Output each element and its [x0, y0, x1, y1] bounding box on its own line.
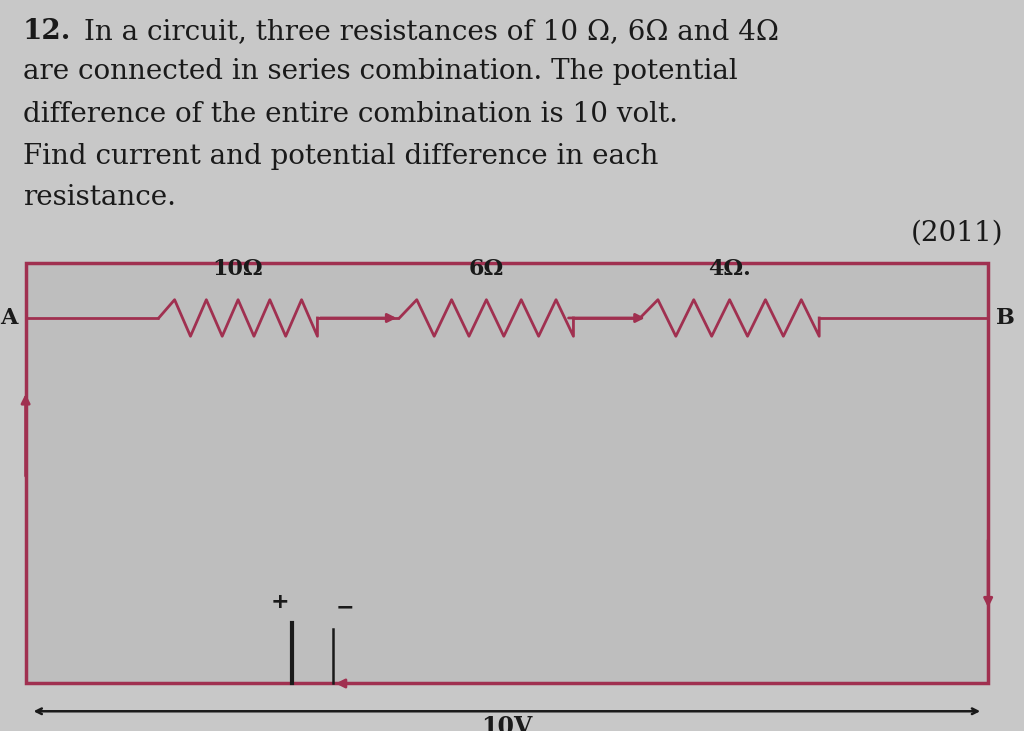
Text: difference of the entire combination is 10 volt.: difference of the entire combination is … — [23, 101, 678, 128]
Text: A: A — [0, 307, 17, 329]
Text: 12.: 12. — [23, 18, 71, 45]
Text: In a circuit, three resistances of 10 Ω, 6Ω and 4Ω: In a circuit, three resistances of 10 Ω,… — [84, 18, 779, 45]
Bar — [26, 263, 988, 683]
Text: −: − — [336, 598, 354, 618]
Text: Find current and potential difference in each: Find current and potential difference in… — [23, 143, 657, 170]
Text: resistance.: resistance. — [23, 184, 175, 211]
Text: (2011): (2011) — [911, 219, 1004, 246]
Text: are connected in series combination. The potential: are connected in series combination. The… — [23, 58, 737, 86]
Text: 4Ω.: 4Ω. — [709, 258, 751, 280]
Text: 6Ω: 6Ω — [469, 258, 504, 280]
Text: 10V: 10V — [481, 715, 532, 731]
Text: +: + — [270, 592, 289, 613]
Text: B: B — [996, 307, 1015, 329]
Text: 10Ω: 10Ω — [213, 258, 263, 280]
